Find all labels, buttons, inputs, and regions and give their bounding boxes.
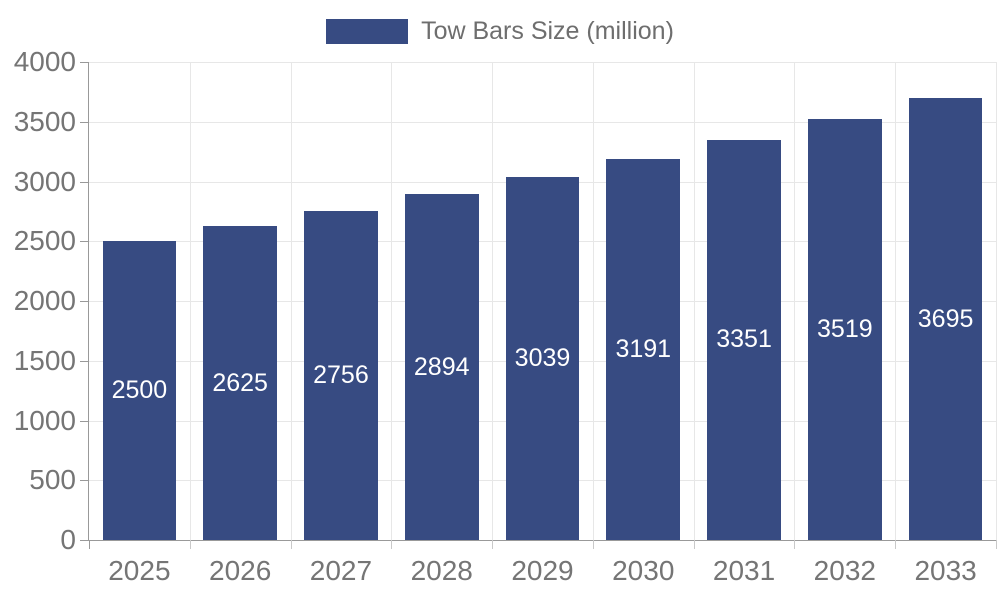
- grid-line-vertical: [592, 62, 594, 540]
- x-axis-tick: [592, 540, 594, 549]
- y-axis-tick: [80, 420, 88, 422]
- y-axis-tick-label: 1500: [13, 344, 76, 376]
- grid-line-vertical: [996, 62, 997, 540]
- x-axis-tick-label: 2031: [712, 555, 776, 586]
- y-axis-tick: [80, 480, 88, 482]
- bar-value-label: 3695: [917, 304, 974, 333]
- grid-line-vertical: [391, 62, 393, 540]
- grid-line-horizontal: [89, 121, 996, 123]
- grid-line-horizontal: [89, 62, 996, 63]
- grid-line-vertical: [794, 62, 796, 540]
- bar: 2500: [102, 241, 177, 540]
- bar: 2756: [304, 210, 378, 540]
- x-axis-tick: [290, 540, 292, 549]
- x-axis-tick-label: 2029: [511, 555, 574, 586]
- y-axis-tick-label: 3500: [13, 105, 76, 137]
- y-axis-tick: [80, 121, 88, 123]
- x-axis-tick: [189, 540, 191, 549]
- y-axis-tick: [80, 540, 88, 541]
- y-axis-tick: [80, 62, 88, 63]
- bar-value-label: 2756: [313, 360, 369, 389]
- y-axis-tick-label: 0: [60, 524, 76, 555]
- bar: 3351: [707, 139, 781, 540]
- y-axis-tick-label: 2000: [13, 285, 76, 316]
- grid-line-vertical: [189, 62, 191, 540]
- x-axis-tick-label: 2025: [108, 555, 171, 586]
- y-axis-tick-label: 4000: [13, 46, 76, 77]
- grid-line-vertical: [693, 62, 695, 540]
- x-axis-tick-label: 2027: [309, 555, 373, 586]
- bar-value-label: 2625: [212, 368, 268, 397]
- bar: 3695: [908, 98, 983, 540]
- bar: 3191: [606, 158, 681, 540]
- x-axis-tick: [693, 540, 695, 549]
- y-axis-tick-label: 500: [29, 464, 76, 496]
- bar-value-label: 3351: [716, 325, 772, 354]
- x-axis-tick: [391, 540, 393, 549]
- y-axis-tick: [80, 241, 88, 243]
- bar-value-label: 3191: [615, 334, 672, 363]
- y-axis-tick: [80, 360, 88, 362]
- x-axis-tick-label: 2028: [410, 555, 473, 586]
- x-axis-tick-label: 2030: [612, 555, 675, 586]
- bar: 3519: [808, 119, 882, 540]
- x-axis-tick: [996, 540, 997, 549]
- x-axis-tick-label: 2033: [914, 555, 977, 586]
- grid-line-vertical: [895, 62, 897, 540]
- x-axis-tick: [89, 540, 90, 549]
- x-axis-tick: [895, 540, 897, 549]
- bar-value-label: 3519: [817, 315, 873, 344]
- y-axis-tick-label: 1000: [13, 404, 76, 436]
- bar-value-label: 2500: [111, 376, 168, 405]
- x-axis-tick-label: 2026: [209, 555, 272, 586]
- y-axis-tick: [80, 301, 88, 302]
- bar: 2625: [203, 226, 277, 540]
- x-axis-tick-label: 2032: [813, 555, 876, 586]
- y-axis-tick: [80, 181, 88, 183]
- bar-value-label: 3039: [514, 343, 571, 372]
- x-axis-tick: [794, 540, 796, 549]
- y-axis-tick-label: 2500: [13, 225, 76, 257]
- grid-line-vertical: [492, 62, 494, 540]
- plot-area: 0 500 1000 1500 2000 2500 3000 3500 4000 2500 2025…: [14, 46, 997, 586]
- bar: 2894: [404, 194, 479, 540]
- y-axis-tick-label: 3000: [13, 165, 76, 197]
- x-axis-tick: [492, 540, 494, 549]
- legend-label: Tow Bars Size (million): [421, 17, 674, 45]
- legend-swatch: [326, 19, 409, 44]
- grid-line-vertical: [290, 62, 292, 540]
- legend-item[interactable]: Tow Bars Size (million): [0, 17, 1000, 46]
- bar: 3039: [505, 176, 580, 540]
- bar-value-label: 2894: [413, 352, 470, 381]
